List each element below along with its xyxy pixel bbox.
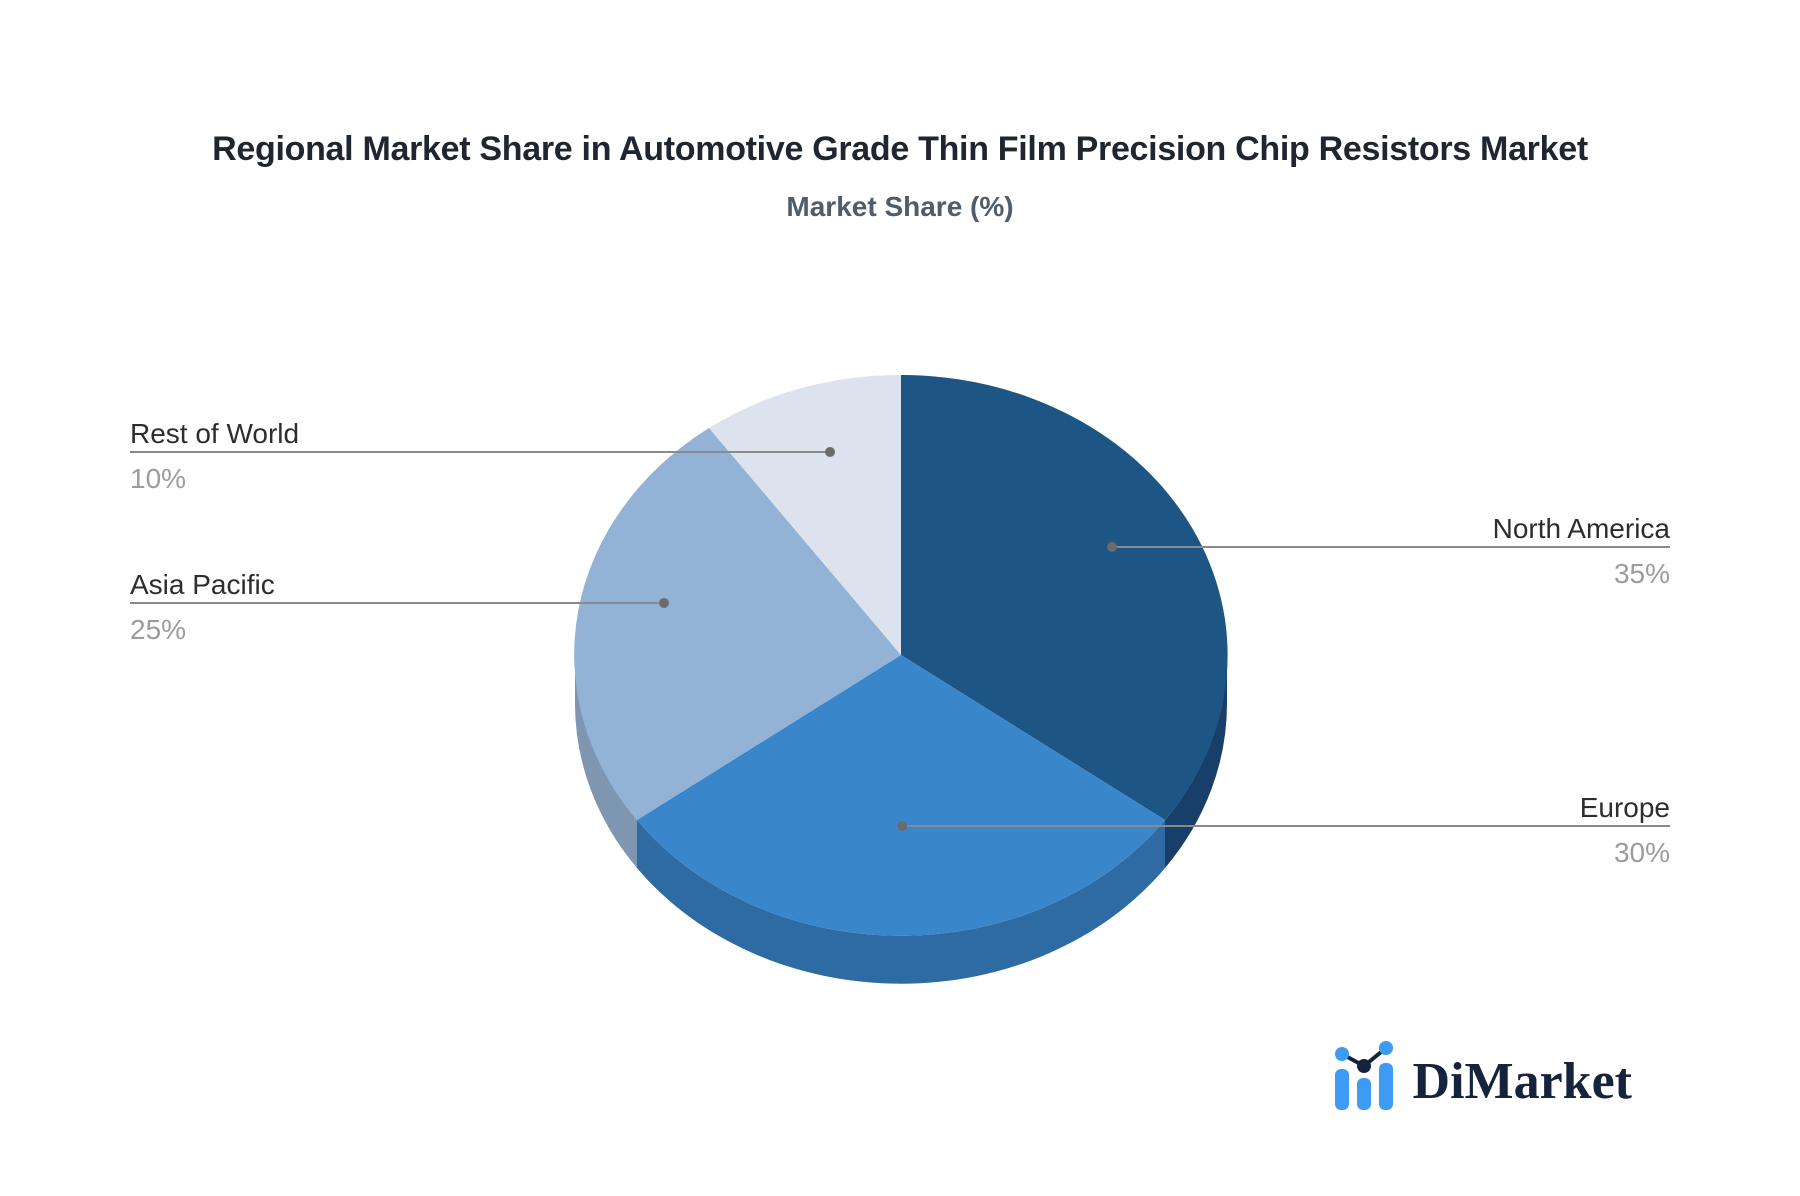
dimarket-logo: DiMarket xyxy=(1331,1038,1632,1110)
dimarket-logo-text: DiMarket xyxy=(1412,1053,1632,1110)
pie-slice-rest-of-world[interactable] xyxy=(709,374,901,655)
leader-dot-north-america xyxy=(1107,542,1117,552)
slice-label-north-america: North America xyxy=(1493,513,1671,544)
pie-slice-europe[interactable] xyxy=(637,655,1165,936)
slice-label-europe: Europe xyxy=(1580,792,1670,823)
chart-title: Regional Market Share in Automotive Grad… xyxy=(212,130,1588,168)
pie-slice-north-america[interactable] xyxy=(901,374,1228,820)
pie-slice-side-north-america xyxy=(1165,655,1228,868)
pie-slice-side-asia-pacific xyxy=(574,655,637,868)
slice-value-rest-of-world: 10% xyxy=(130,463,186,494)
leader-dot-asia-pacific xyxy=(659,598,669,608)
pie-slice-asia-pacific[interactable] xyxy=(574,428,901,820)
slice-value-asia-pacific: 25% xyxy=(130,614,186,645)
slice-value-north-america: 35% xyxy=(1614,558,1670,589)
bar-line-chart-icon xyxy=(1334,1041,1393,1110)
slice-value-europe: 30% xyxy=(1614,837,1670,868)
chart-subtitle: Market Share (%) xyxy=(786,191,1014,222)
leader-dot-europe xyxy=(897,821,907,831)
slice-label-rest-of-world: Rest of World xyxy=(130,418,299,449)
pie-slice-side-europe xyxy=(637,820,1165,984)
slice-label-asia-pacific: Asia Pacific xyxy=(130,569,275,600)
leader-dot-rest-of-world xyxy=(825,447,835,457)
